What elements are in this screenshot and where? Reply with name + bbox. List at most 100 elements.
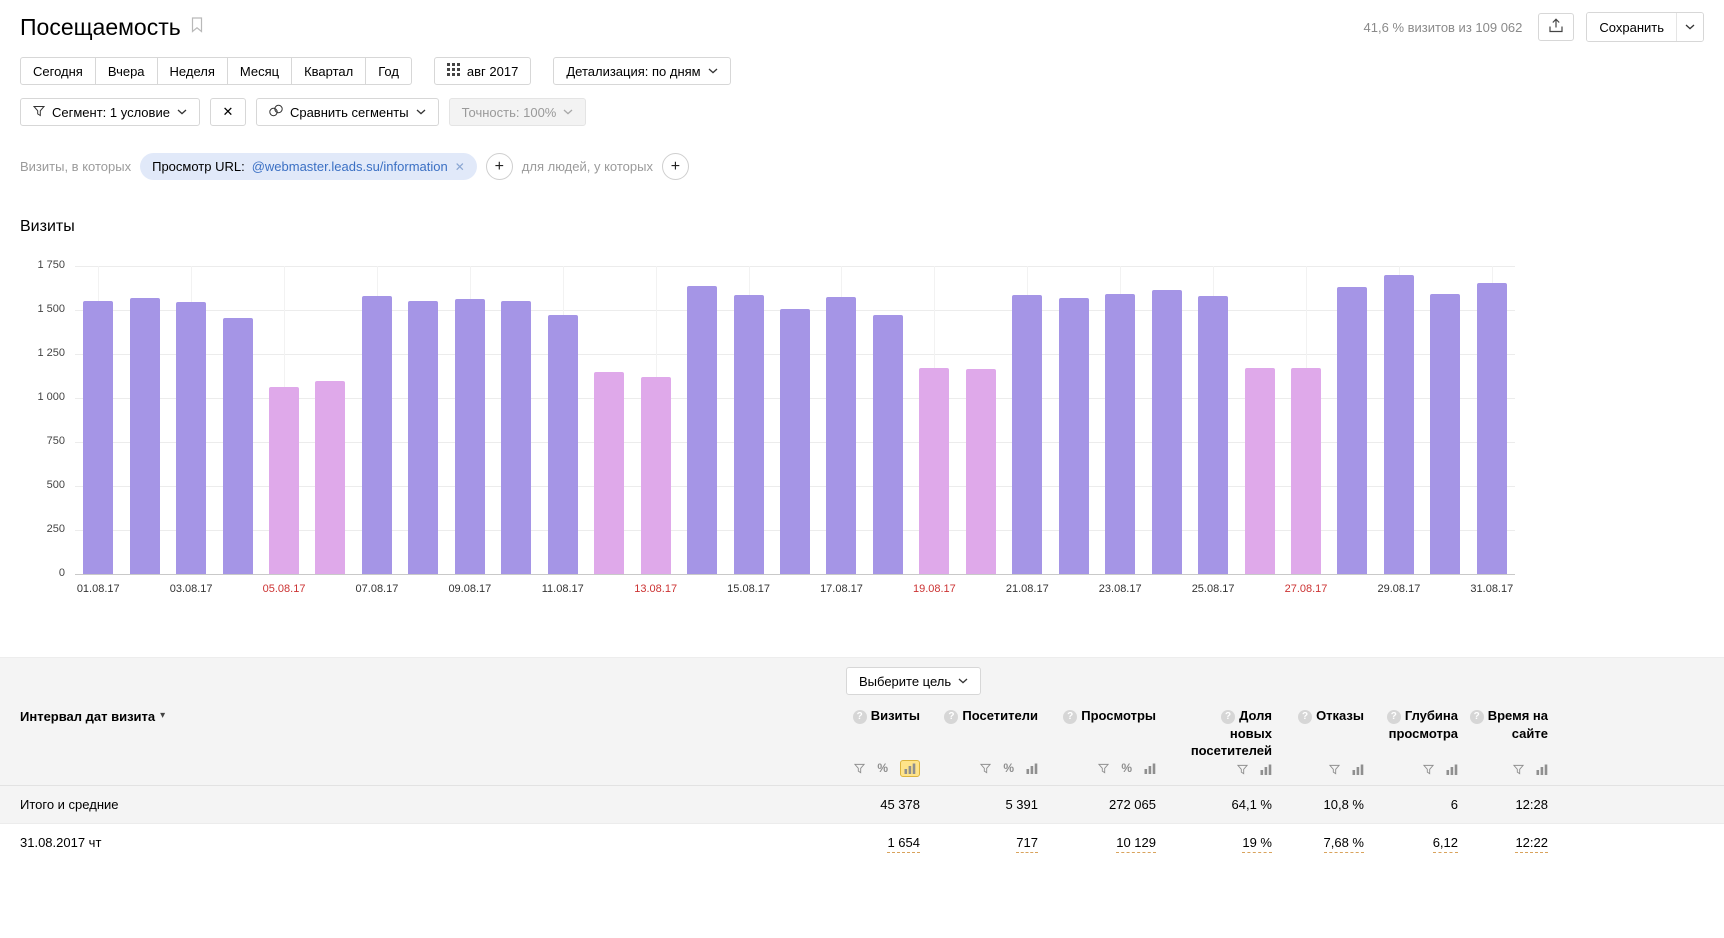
accuracy-button[interactable]: Точность: 100% [448, 98, 587, 126]
metric-value[interactable]: 7,68 % [1323, 835, 1364, 853]
visits-bar[interactable] [269, 387, 300, 574]
visits-bar[interactable] [594, 371, 625, 574]
url-chip-value[interactable]: @webmaster.leads.su/information [251, 159, 448, 174]
chip-remove-icon[interactable]: ✕ [454, 159, 465, 174]
visits-bar[interactable] [919, 368, 950, 574]
metric-value[interactable]: 12:22 [1515, 835, 1548, 853]
visits-bar[interactable] [1383, 274, 1414, 574]
visits-bar[interactable] [780, 309, 811, 574]
percent-tool-icon[interactable]: % [1121, 761, 1132, 775]
chart-tool-icon[interactable] [1352, 762, 1364, 777]
help-icon[interactable]: ? [1469, 709, 1484, 724]
visits-bar[interactable] [687, 286, 718, 574]
metric-value: 5 391 [1005, 797, 1038, 812]
period-button[interactable]: Месяц [226, 57, 293, 85]
chart-tool-icon[interactable] [900, 759, 920, 777]
filter-tool-icon[interactable] [1513, 762, 1524, 777]
visits-bar[interactable] [1291, 368, 1321, 574]
visits-bar[interactable] [454, 299, 485, 574]
visits-bar[interactable] [1337, 286, 1368, 574]
visits-bar[interactable] [826, 296, 857, 574]
row-label[interactable]: 31.08.2017 чт [20, 835, 102, 850]
visits-bar[interactable] [176, 302, 207, 574]
visits-bar[interactable] [315, 380, 346, 574]
help-icon[interactable]: ? [1221, 709, 1236, 724]
percent-tool-icon[interactable]: % [877, 761, 888, 775]
filter-tool-icon[interactable] [1098, 761, 1110, 776]
visits-bar[interactable] [1476, 282, 1507, 574]
x-axis-tick-label: 29.08.17 [1377, 583, 1421, 595]
goal-select-button[interactable]: Выберите цель [846, 667, 982, 695]
metric-value[interactable]: 19 % [1242, 835, 1272, 853]
chart-tool-icon[interactable] [1536, 762, 1548, 777]
detalization-button[interactable]: Детализация: по дням [553, 57, 731, 85]
visits-bar[interactable] [1151, 290, 1182, 574]
visits-bar[interactable] [408, 301, 439, 574]
people-filter-label: для людей, у которых [521, 159, 653, 174]
visits-bar[interactable] [83, 300, 114, 574]
x-axis-tick-label: 05.08.17 [262, 583, 306, 595]
chart-tool-icon[interactable] [1446, 762, 1458, 777]
period-button[interactable]: Вчера [94, 57, 158, 85]
sort-descending-icon[interactable]: ▾ [160, 710, 166, 721]
visits-bar[interactable] [1430, 294, 1461, 574]
metric-value-cell: 6,12 [1364, 835, 1458, 853]
visits-bar[interactable] [129, 297, 160, 574]
visits-bar[interactable] [733, 294, 764, 574]
percent-tool-icon[interactable]: % [1003, 761, 1014, 775]
segment-button[interactable]: Сегмент: 1 условие [20, 98, 200, 126]
visits-bar[interactable] [361, 296, 392, 574]
visits-bar[interactable] [222, 318, 253, 574]
chart-tool-icon[interactable] [1026, 761, 1038, 776]
visits-bar[interactable] [1058, 298, 1089, 574]
x-axis-tick-label: 03.08.17 [169, 583, 213, 595]
metric-value[interactable]: 717 [1016, 835, 1038, 853]
x-axis-tick-label: 31.08.17 [1470, 583, 1514, 595]
period-button[interactable]: Сегодня [20, 57, 96, 85]
bookmark-icon[interactable] [191, 16, 203, 38]
save-options-button[interactable] [1676, 13, 1703, 41]
visits-bar[interactable] [965, 369, 996, 574]
period-button[interactable]: Неделя [156, 57, 228, 85]
date-interval-column-header[interactable]: Интервал дат визита [20, 709, 156, 724]
segment-clear-button[interactable]: ✕ [209, 98, 246, 126]
filter-tool-icon[interactable] [1237, 762, 1248, 777]
close-icon: ✕ [222, 104, 234, 119]
filter-tool-icon[interactable] [1329, 762, 1340, 777]
visits-bar[interactable] [547, 314, 578, 574]
metric-value[interactable]: 1 654 [887, 835, 920, 853]
help-icon[interactable]: ? [852, 709, 867, 724]
metric-column-label: ? Доля новых посетителей [1190, 708, 1272, 759]
visits-filter-label: Визиты, в которых [20, 159, 132, 174]
chart-tool-icon[interactable] [1144, 761, 1156, 776]
add-visits-condition-button[interactable]: + [485, 153, 513, 180]
url-filter-chip[interactable]: Просмотр URL: @webmaster.leads.su/inform… [140, 153, 477, 180]
save-button[interactable]: Сохранить [1587, 13, 1676, 41]
calendar-button[interactable]: авг 2017 [433, 57, 532, 85]
visits-bar[interactable] [1105, 294, 1136, 574]
compare-segments-button[interactable]: Сравнить сегменты [255, 98, 439, 126]
help-icon[interactable]: ? [1063, 709, 1078, 724]
filter-tool-icon[interactable] [980, 761, 992, 776]
visits-bar[interactable] [872, 315, 903, 574]
metric-value[interactable]: 10 129 [1116, 835, 1156, 853]
filter-tool-icon[interactable] [1423, 762, 1434, 777]
help-icon[interactable]: ? [944, 709, 959, 724]
visits-bar[interactable] [1244, 368, 1275, 574]
visits-bar[interactable] [1012, 294, 1043, 574]
help-icon[interactable]: ? [1298, 709, 1313, 724]
metric-value[interactable]: 6,12 [1432, 835, 1458, 853]
visits-bar[interactable] [501, 301, 532, 574]
period-button[interactable]: Квартал [291, 57, 367, 85]
visits-bar[interactable] [1198, 295, 1229, 574]
help-icon[interactable]: ? [1386, 709, 1401, 724]
visits-bar[interactable] [640, 376, 671, 574]
period-button[interactable]: Год [365, 57, 412, 85]
add-people-condition-button[interactable]: + [661, 153, 689, 180]
metric-column-label: ? Визиты [852, 707, 920, 725]
chevron-down-icon [708, 68, 718, 74]
filter-tool-icon[interactable] [854, 761, 866, 776]
bar-slot [586, 266, 632, 574]
chart-tool-icon[interactable] [1260, 762, 1272, 777]
export-button[interactable] [1538, 13, 1575, 41]
